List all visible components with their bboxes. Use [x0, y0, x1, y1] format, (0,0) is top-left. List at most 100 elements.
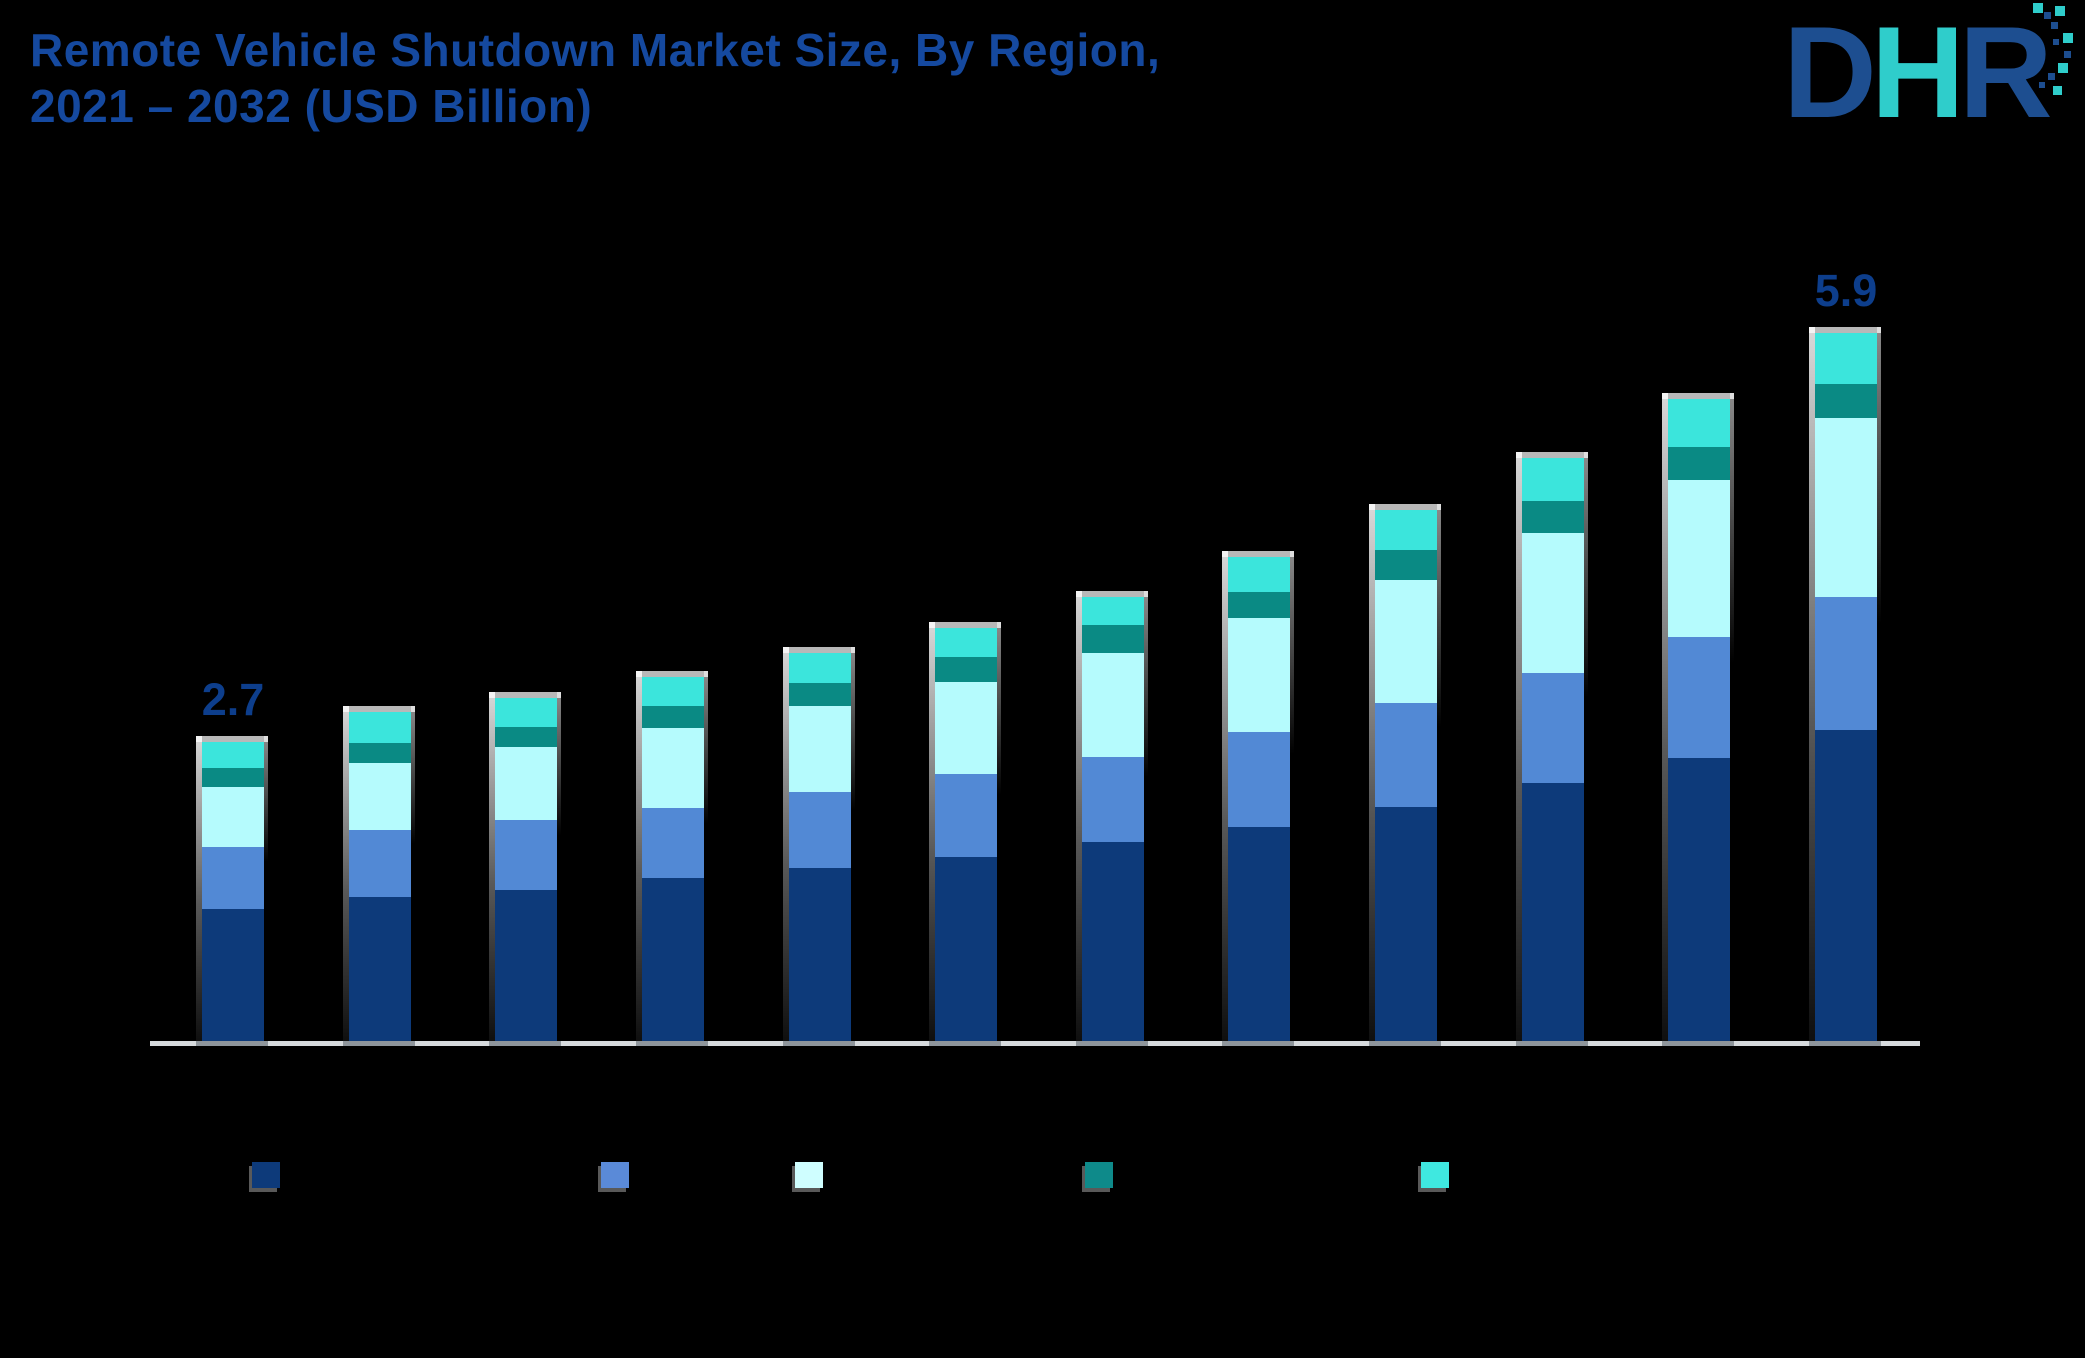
bar-value-label-2032: 5.9 — [1814, 265, 1878, 316]
bar-segment-region-4-teal — [349, 743, 411, 763]
bar-under-shadow — [1516, 1041, 1588, 1046]
bar-edge-left — [196, 736, 202, 1041]
chart-bar-2031 — [1662, 393, 1734, 1046]
legend-swatch-4 — [1085, 1162, 1113, 1188]
bar-segment-region-4-teal — [202, 768, 264, 787]
bar-segment-region-3-light-cyan — [789, 706, 851, 792]
bar-edge-left — [929, 622, 935, 1041]
bar-segment-region-5-turquoise — [642, 677, 704, 706]
bar-edge-right — [264, 736, 268, 862]
bar-under-shadow — [783, 1041, 855, 1046]
chart-bar-2026 — [929, 622, 1001, 1046]
bar-segment-region-3-light-cyan — [349, 763, 411, 830]
bar-edge-right — [1584, 452, 1588, 697]
logo-letter-D: D — [1783, 0, 1877, 145]
bar-segment-region-2-blue — [1815, 597, 1877, 730]
bar-segment-region-3-light-cyan — [202, 787, 264, 847]
bar-edge-right — [1144, 591, 1148, 778]
bar-segment-region-4-teal — [1082, 625, 1144, 653]
bar-edge-right — [851, 647, 855, 810]
bar-edge-top — [636, 671, 708, 677]
bar-edge-top — [1076, 591, 1148, 597]
bar-segment-region-3-light-cyan — [642, 728, 704, 808]
legend-swatch-2 — [601, 1162, 629, 1188]
bar-segment-region-4-teal — [935, 657, 997, 682]
bar-segment-region-1-navy — [1668, 758, 1730, 1041]
bar-segment-region-5-turquoise — [789, 653, 851, 683]
bar-edge-left — [1809, 327, 1815, 1041]
bar-segment-region-4-teal — [1228, 592, 1290, 618]
bar-edge-right — [411, 706, 415, 845]
bar-segment-region-4-teal — [495, 727, 557, 747]
bar-segment-region-1-navy — [1082, 842, 1144, 1041]
legend-swatch-5 — [1421, 1162, 1449, 1188]
bar-edge-left — [489, 692, 495, 1041]
bar-segment-region-1-navy — [1375, 807, 1437, 1041]
bar-segment-region-2-blue — [1082, 757, 1144, 842]
bar-segment-region-1-navy — [495, 890, 557, 1041]
bar-segment-region-4-teal — [1815, 384, 1877, 418]
bar-edge-right — [1877, 327, 1881, 625]
bar-segment-region-3-light-cyan — [1668, 480, 1730, 637]
bar-edge-top — [1662, 393, 1734, 399]
bar-under-shadow — [196, 1041, 268, 1046]
bar-segment-region-1-navy — [202, 909, 264, 1041]
legend-swatch-1 — [252, 1162, 280, 1188]
bar-edge-top — [343, 706, 415, 712]
chart-bar-2024 — [636, 671, 708, 1046]
legend-swatch-3 — [795, 1162, 823, 1188]
bar-under-shadow — [1662, 1041, 1734, 1046]
bar-segment-region-5-turquoise — [935, 628, 997, 657]
bar-edge-right — [997, 622, 1001, 796]
bar-segment-region-5-turquoise — [1228, 557, 1290, 592]
bar-segment-region-2-blue — [789, 792, 851, 868]
bar-edge-left — [1516, 452, 1522, 1041]
bar-edge-left — [1369, 504, 1375, 1041]
bar-segment-region-5-turquoise — [1082, 597, 1144, 625]
bar-segment-region-3-light-cyan — [1815, 418, 1877, 597]
bar-segment-region-1-navy — [1228, 827, 1290, 1041]
bar-segment-region-5-turquoise — [202, 742, 264, 768]
bar-segment-region-4-teal — [1522, 501, 1584, 533]
bar-segment-region-1-navy — [1522, 783, 1584, 1041]
chart-bar-2030 — [1516, 452, 1588, 1046]
bar-edge-right — [704, 671, 708, 824]
bar-segment-region-2-blue — [1522, 673, 1584, 783]
chart-bar-2027 — [1076, 591, 1148, 1046]
bar-edge-right — [1290, 551, 1294, 755]
bar-segment-region-4-teal — [642, 706, 704, 728]
bar-value-label-2021: 2.7 — [201, 674, 265, 725]
bar-segment-region-5-turquoise — [1668, 399, 1730, 447]
bar-segment-region-5-turquoise — [349, 712, 411, 743]
bar-segment-region-1-navy — [935, 857, 997, 1041]
bar-segment-region-1-navy — [789, 868, 851, 1041]
chart-bar-2023 — [489, 692, 561, 1046]
bar-segment-region-1-navy — [1815, 730, 1877, 1041]
bar-under-shadow — [489, 1041, 561, 1046]
bar-segment-region-4-teal — [1375, 550, 1437, 580]
bar-segment-region-3-light-cyan — [935, 682, 997, 774]
bar-edge-top — [1222, 551, 1294, 557]
logo-letter-R: R — [1958, 0, 2053, 145]
chart-bar-2025 — [783, 647, 855, 1046]
bar-under-shadow — [1809, 1041, 1881, 1046]
bar-edge-left — [783, 647, 789, 1041]
bar-segment-region-2-blue — [495, 820, 557, 890]
bar-edge-top — [489, 692, 561, 698]
bar-segment-region-5-turquoise — [1815, 333, 1877, 384]
bar-segment-region-2-blue — [349, 830, 411, 897]
bar-segment-region-3-light-cyan — [1522, 533, 1584, 673]
bar-segment-region-1-navy — [642, 878, 704, 1041]
bar-edge-right — [1730, 393, 1734, 663]
bar-edge-top — [1369, 504, 1441, 510]
bar-edge-left — [1076, 591, 1082, 1041]
dhr-logo: DHR — [1783, 3, 2083, 151]
bar-edge-top — [196, 736, 268, 742]
dhr-logo-letters: DHR — [1783, 6, 2053, 139]
chart-bar-2029 — [1369, 504, 1441, 1046]
bar-edge-left — [636, 671, 642, 1041]
bar-edge-right — [1437, 504, 1441, 728]
bar-edge-left — [1222, 551, 1228, 1041]
bar-segment-region-5-turquoise — [1375, 510, 1437, 550]
